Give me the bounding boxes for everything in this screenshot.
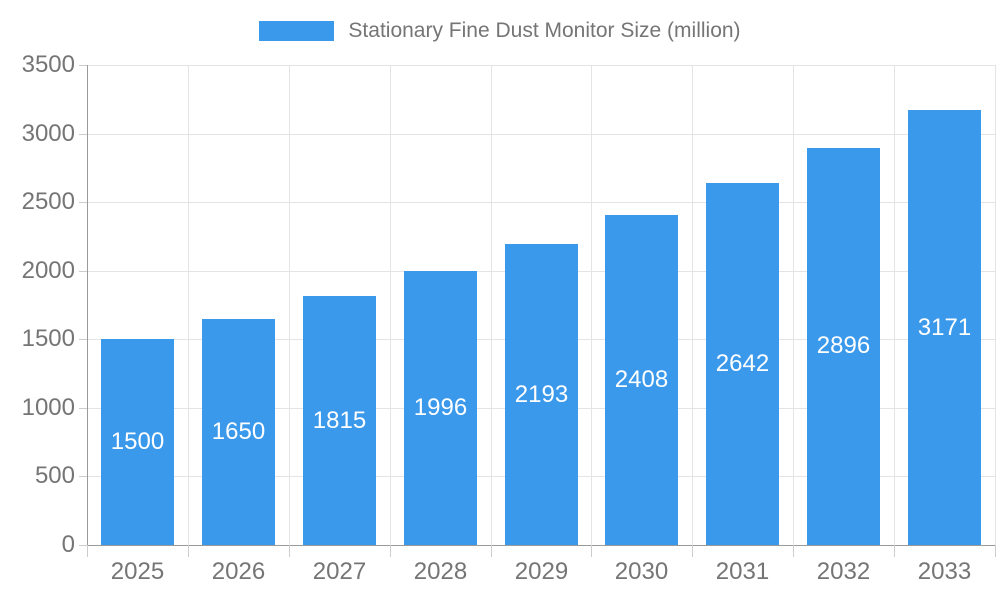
bar-2025 <box>101 339 174 545</box>
gridline-v <box>289 65 290 545</box>
x-axis-label: 2030 <box>614 558 669 585</box>
x-axis-tick <box>188 545 189 557</box>
bar-value-label: 1815 <box>312 407 367 434</box>
gridline-v <box>491 65 492 545</box>
y-axis-tick <box>79 202 87 203</box>
x-axis-label: 2026 <box>211 558 266 585</box>
x-axis-tick <box>894 545 895 557</box>
x-axis-tick <box>390 545 391 557</box>
bar-2032 <box>807 148 880 545</box>
y-axis-tick <box>79 408 87 409</box>
y-axis-label: 1500 <box>21 325 75 352</box>
x-axis-label: 2028 <box>413 558 468 585</box>
x-axis-tick <box>491 545 492 557</box>
x-axis-label: 2025 <box>110 558 165 585</box>
y-axis-label: 1000 <box>21 394 75 421</box>
x-axis-label: 2031 <box>715 558 770 585</box>
y-axis-tick <box>79 271 87 272</box>
legend-label: Stationary Fine Dust Monitor Size (milli… <box>348 19 741 42</box>
legend[interactable]: Stationary Fine Dust Monitor Size (milli… <box>0 17 1000 45</box>
legend-swatch <box>259 21 335 41</box>
x-axis-tick <box>591 545 592 557</box>
bar-2028 <box>404 271 477 545</box>
x-axis-tick <box>87 545 88 557</box>
gridline-v <box>894 65 895 545</box>
y-axis-label: 2000 <box>21 257 75 284</box>
x-axis-label: 2027 <box>312 558 367 585</box>
x-axis-tick <box>289 545 290 557</box>
y-axis-label: 2500 <box>21 188 75 215</box>
bar-value-label: 2408 <box>614 366 669 393</box>
x-axis-label: 2029 <box>514 558 569 585</box>
y-axis-label: 0 <box>61 531 75 558</box>
gridline-h <box>87 134 995 135</box>
gridline-v <box>390 65 391 545</box>
y-axis-tick <box>79 134 87 135</box>
x-axis-tick <box>995 545 996 557</box>
bar-2029 <box>505 244 578 545</box>
bar-2031 <box>706 183 779 545</box>
gridline-v <box>692 65 693 545</box>
bar-value-label: 2896 <box>816 332 871 359</box>
y-axis-tick <box>79 339 87 340</box>
gridline-v <box>793 65 794 545</box>
x-axis-tick <box>692 545 693 557</box>
bar-value-label: 3171 <box>917 314 972 341</box>
x-axis-label: 2032 <box>816 558 871 585</box>
x-axis-line <box>87 545 996 546</box>
bar-2033 <box>908 110 981 545</box>
y-axis-tick <box>79 65 87 66</box>
bar-value-label: 2642 <box>715 350 770 377</box>
bar-value-label: 1650 <box>211 418 266 445</box>
bar-value-label: 1500 <box>110 428 165 455</box>
y-axis-tick <box>79 545 87 546</box>
gridline-v <box>591 65 592 545</box>
gridline-h <box>87 202 995 203</box>
y-axis-label: 500 <box>34 462 75 489</box>
x-axis-tick <box>793 545 794 557</box>
bar-2027 <box>303 296 376 545</box>
x-axis-label: 2033 <box>917 558 972 585</box>
y-axis-tick <box>79 476 87 477</box>
y-axis-label: 3000 <box>21 120 75 147</box>
y-axis-line <box>87 65 88 545</box>
y-axis-label: 3500 <box>21 51 75 78</box>
bar-2026 <box>202 319 275 545</box>
bar-2030 <box>605 215 678 545</box>
bar-value-label: 1996 <box>413 394 468 421</box>
bar-value-label: 2193 <box>514 381 569 408</box>
gridline-v <box>995 65 996 545</box>
gridline-h <box>87 65 995 66</box>
gridline-v <box>188 65 189 545</box>
